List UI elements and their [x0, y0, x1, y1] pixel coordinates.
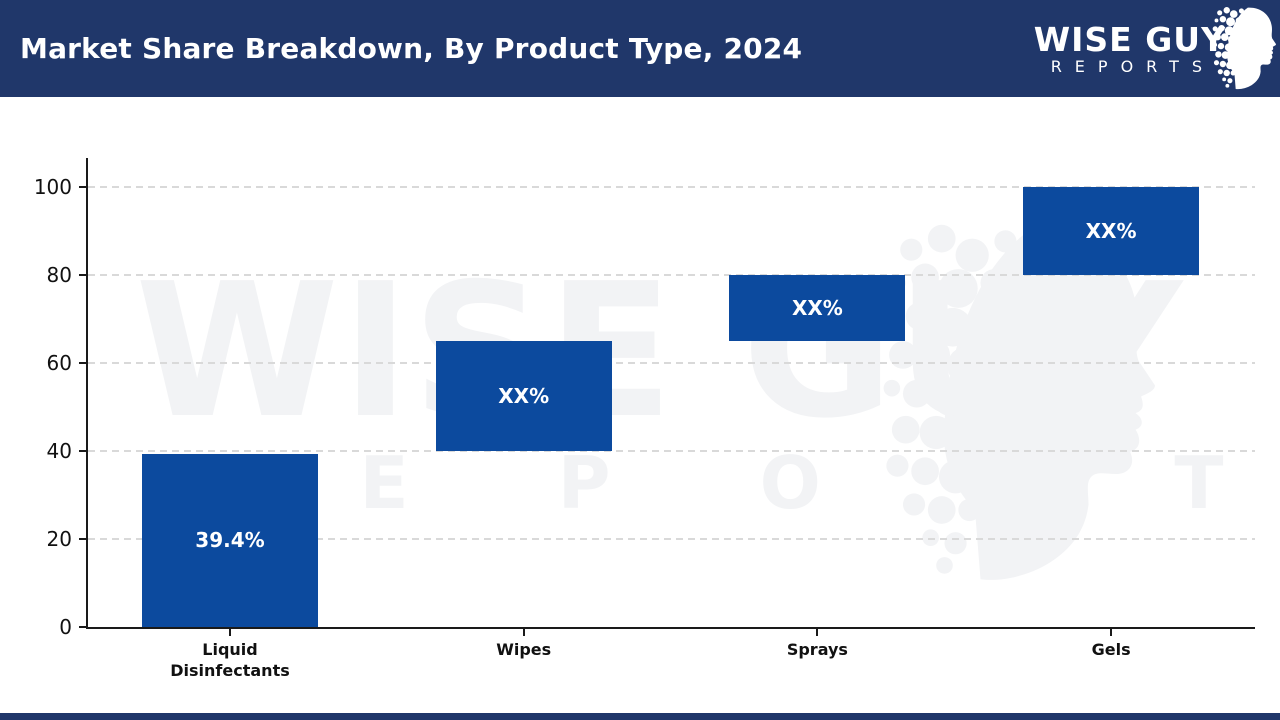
chart-title: Market Share Breakdown, By Product Type,…	[20, 32, 803, 65]
bar-value-label: XX%	[1085, 219, 1137, 243]
x-category-label: Gels	[991, 640, 1231, 661]
gridline	[88, 362, 1255, 364]
header-bar: Market Share Breakdown, By Product Type,…	[0, 0, 1280, 97]
x-axis	[86, 627, 1255, 629]
x-tick-mark	[816, 629, 819, 636]
y-axis	[86, 158, 88, 629]
x-category-label-line: Sprays	[786, 640, 848, 659]
logo-wordmark: WISE GUY	[1033, 19, 1226, 59]
x-tick-mark	[1110, 629, 1113, 636]
bar	[142, 453, 318, 627]
x-category-label-line: Gels	[1091, 640, 1131, 659]
y-tick-label: 20	[46, 527, 72, 551]
bar-value-label: XX%	[498, 384, 550, 408]
y-tick-label: 80	[46, 263, 72, 287]
x-category-label-line: Wipes	[496, 640, 552, 659]
footer-bar	[0, 713, 1280, 720]
y-tick-mark	[79, 274, 87, 276]
bar	[435, 341, 612, 451]
brand-logo: WISE GUY REPORTS	[1034, 6, 1276, 90]
y-tick-label: 60	[46, 351, 72, 375]
x-category-label-line: Liquid	[202, 640, 258, 659]
logo-subtext: REPORTS	[1050, 56, 1216, 76]
x-category-label: Sprays	[697, 640, 937, 661]
bar-value-label: XX%	[791, 296, 843, 320]
gridline	[88, 450, 1255, 452]
dotted-head-logo-icon	[1212, 6, 1276, 89]
bar	[1023, 187, 1200, 275]
y-tick-mark	[79, 450, 87, 452]
x-category-label: Wipes	[404, 640, 644, 661]
y-tick-label: 40	[46, 439, 72, 463]
y-tick-label: 100	[33, 175, 72, 199]
y-tick-mark	[79, 626, 87, 628]
x-tick-mark	[229, 629, 231, 636]
y-tick-mark	[79, 362, 87, 364]
gridline	[88, 186, 1255, 188]
brand-logo-text: WISE GUY REPORTS	[1034, 23, 1226, 75]
gridline	[88, 274, 1255, 276]
x-category-label-line: Disinfectants	[170, 660, 290, 680]
bar-value-label: 39.4%	[195, 528, 265, 553]
bar	[729, 275, 906, 341]
y-tick-mark	[79, 538, 87, 540]
gridline	[88, 538, 1255, 540]
x-category-label: Liquid Disinfectants	[110, 640, 350, 682]
watermark: WISE GUY R E P O R T S	[135, 224, 1280, 580]
x-tick-mark	[522, 629, 525, 636]
y-tick-mark	[79, 186, 87, 188]
y-tick-label: 0	[59, 615, 72, 639]
